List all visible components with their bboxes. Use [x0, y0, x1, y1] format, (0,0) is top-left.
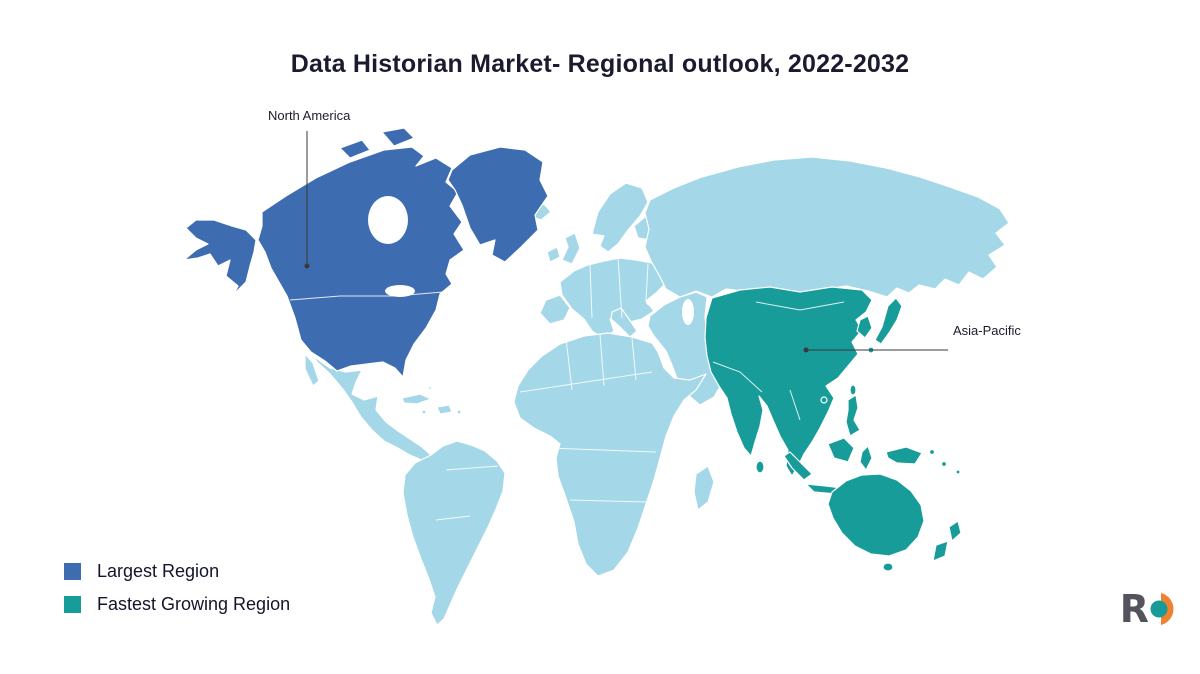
hispaniola	[436, 404, 453, 415]
new-guinea	[885, 446, 923, 465]
sri-lanka	[755, 460, 765, 474]
hainan	[820, 396, 828, 404]
great-britain	[561, 232, 581, 265]
pacific-island	[955, 469, 961, 475]
annotation-dot-asia-pacific	[803, 347, 809, 353]
annotation-dot-north-america	[304, 263, 310, 269]
ireland	[546, 246, 561, 263]
brand-logo-letter: R	[1119, 587, 1149, 631]
sumatra	[783, 451, 813, 481]
scandinavia	[591, 182, 649, 253]
japan	[874, 297, 903, 345]
iberia	[539, 294, 571, 325]
south-america	[402, 440, 506, 626]
great-lakes	[385, 285, 415, 297]
australia	[827, 473, 925, 557]
cuba	[401, 393, 432, 405]
tasmania	[882, 562, 894, 572]
black-sea	[646, 297, 664, 307]
region-asia-pacific	[704, 286, 962, 572]
annotation-label-north-america: North America	[268, 108, 351, 123]
russia	[644, 156, 1010, 298]
annotation-label-asia-pacific: Asia-Pacific	[953, 323, 1021, 338]
new-zealand-south	[932, 540, 949, 562]
fastest-growing-region-label: Fastest Growing Region	[97, 594, 291, 614]
largest-region-swatch	[64, 563, 81, 580]
pacific-island	[940, 460, 948, 468]
country-borders	[289, 257, 845, 521]
pacific-island	[928, 448, 936, 456]
fastest-growing-region-swatch	[64, 596, 81, 613]
legend-item-largest-region: Largest Region	[64, 561, 290, 582]
madagascar	[693, 465, 715, 511]
region-north-america	[183, 127, 549, 378]
baja-california	[304, 353, 320, 387]
greenland	[447, 146, 549, 263]
caspian-sea	[682, 299, 694, 325]
mexico-central-america	[312, 355, 432, 462]
philippines	[845, 394, 861, 437]
caribbean-island	[421, 409, 427, 415]
korea	[856, 315, 873, 339]
page-title: Data Historian Market- Regional outlook,…	[290, 50, 910, 78]
brand-logo: R	[1120, 590, 1180, 628]
arctic-island	[339, 139, 371, 159]
hudson-bay	[368, 196, 408, 244]
alaska	[183, 219, 257, 295]
borneo	[827, 437, 855, 463]
legend: Largest Region Fastest Growing Region	[64, 561, 290, 627]
largest-region-label: Largest Region	[97, 561, 220, 581]
canada-usa	[257, 146, 465, 378]
sulawesi	[859, 445, 873, 471]
italy	[610, 307, 638, 338]
new-zealand-north	[948, 520, 962, 542]
africa	[513, 332, 707, 577]
brand-logo-mark	[1150, 593, 1174, 625]
legend-item-fastest-growing-region: Fastest Growing Region	[64, 594, 290, 615]
region-rest-of-world	[304, 156, 1010, 626]
caribbean-island	[427, 385, 433, 391]
taiwan	[849, 384, 857, 396]
arctic-island	[381, 127, 415, 147]
caribbean-island	[456, 409, 462, 415]
annotations	[304, 131, 948, 353]
